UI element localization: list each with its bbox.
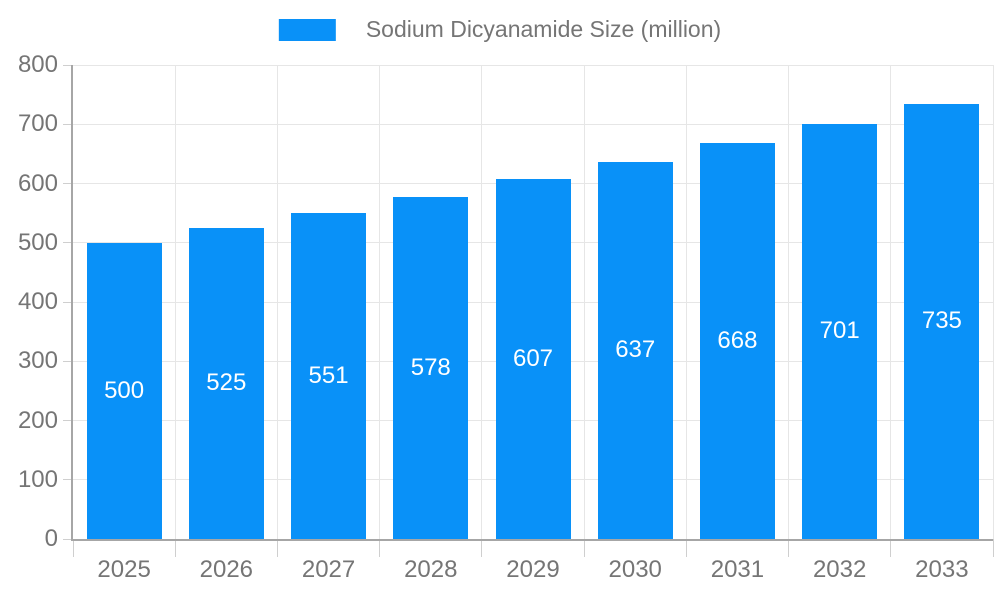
y-axis-tick — [63, 301, 71, 303]
bar-value-label: 525 — [206, 369, 247, 397]
x-axis-tick — [276, 539, 278, 557]
y-axis-tick — [63, 420, 71, 421]
gridline-vertical — [276, 65, 278, 539]
bar-2032[interactable]: 701 — [802, 123, 878, 539]
bar-value-label: 701 — [819, 317, 860, 345]
x-axis-tick — [685, 539, 687, 557]
y-axis-tick — [63, 183, 71, 184]
bar-2029[interactable]: 607 — [495, 179, 571, 539]
y-tick-label: 700 — [17, 110, 58, 138]
x-tick-label: 2030 — [608, 556, 662, 583]
x-tick-label: 2029 — [506, 556, 560, 583]
y-axis-tick — [63, 538, 71, 540]
y-axis-tick — [63, 64, 71, 66]
y-axis-tick — [63, 360, 71, 362]
gridline-vertical — [685, 65, 687, 539]
x-tick-label: 2028 — [404, 556, 458, 583]
bar-2030[interactable]: 637 — [597, 161, 673, 539]
y-axis-tick — [63, 242, 71, 244]
bar-value-label: 551 — [308, 361, 349, 389]
x-tick-label: 2032 — [812, 556, 867, 583]
gridline-horizontal — [73, 123, 993, 125]
bar-2028[interactable]: 578 — [393, 196, 469, 539]
gridline-vertical — [481, 65, 483, 539]
y-tick-label: 500 — [17, 228, 58, 256]
y-tick-label: 200 — [17, 406, 58, 434]
x-axis-tick — [788, 539, 790, 557]
y-tick-label: 0 — [44, 525, 58, 552]
bar-2027[interactable]: 551 — [291, 212, 367, 539]
plot-area: 500 525 551 578 607 637 668 701 735 — [63, 64, 994, 557]
x-axis-tick — [72, 539, 74, 557]
bar-value-label: 735 — [921, 307, 962, 335]
y-tick-label: 100 — [17, 465, 58, 493]
legend-swatch — [278, 18, 336, 41]
bar-value-label: 637 — [615, 336, 656, 364]
y-axis-tick — [63, 123, 71, 125]
y-tick-label: 800 — [17, 51, 58, 78]
gridline-horizontal — [73, 64, 993, 66]
x-axis-tick — [583, 539, 585, 557]
y-axis-tick — [63, 479, 71, 481]
y-tick-label: 400 — [17, 288, 58, 315]
y-axis-line — [71, 65, 73, 539]
x-tick-label: 2031 — [710, 556, 765, 583]
x-tick-label: 2027 — [301, 556, 356, 583]
x-tick-label: 2025 — [97, 556, 151, 583]
legend[interactable]: Sodium Dicyanamide Size (million) — [278, 16, 722, 43]
bar-2025[interactable]: 500 — [86, 242, 162, 539]
x-axis-tick — [379, 539, 381, 557]
x-axis-tick — [174, 539, 176, 557]
bar-value-label: 607 — [512, 345, 554, 373]
bar-value-label: 578 — [410, 353, 451, 381]
gridline-vertical — [992, 65, 994, 539]
gridline-vertical — [788, 65, 790, 539]
bar-value-label: 500 — [104, 376, 145, 404]
legend-label: Sodium Dicyanamide Size (million) — [365, 16, 722, 42]
x-tick-label: 2026 — [199, 556, 254, 583]
x-axis-tick — [890, 539, 892, 557]
gridline-vertical — [890, 65, 892, 539]
x-axis-tick — [992, 539, 994, 557]
bar-2026[interactable]: 525 — [188, 227, 264, 539]
gridline-vertical — [174, 65, 176, 539]
gridline-vertical — [583, 65, 585, 539]
x-axis-line — [71, 539, 993, 541]
bar-value-label: 668 — [717, 327, 758, 355]
x-tick-label: 2033 — [915, 556, 969, 583]
bar-2033[interactable]: 735 — [904, 103, 980, 539]
y-tick-label: 300 — [17, 347, 58, 375]
bar-2031[interactable]: 668 — [699, 143, 775, 539]
x-axis-tick — [481, 539, 483, 557]
gridline-vertical — [379, 65, 381, 539]
y-tick-label: 600 — [17, 169, 58, 197]
